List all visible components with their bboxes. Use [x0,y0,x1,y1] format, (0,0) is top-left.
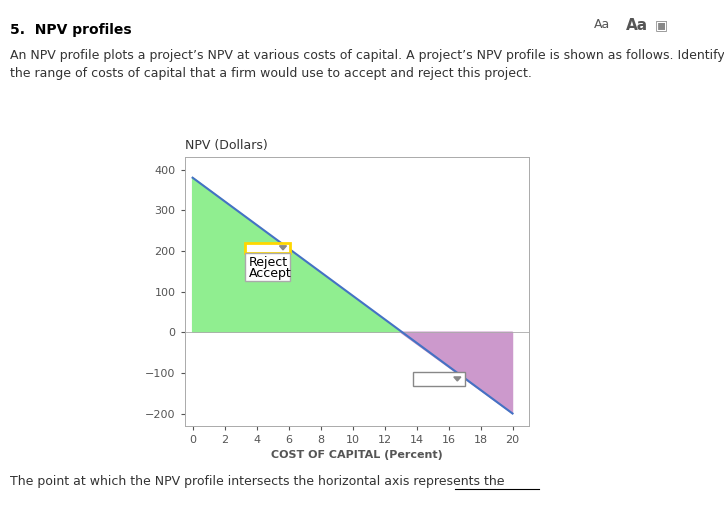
FancyBboxPatch shape [413,372,465,386]
X-axis label: COST OF CAPITAL (Percent): COST OF CAPITAL (Percent) [271,450,442,460]
FancyBboxPatch shape [245,253,290,281]
Polygon shape [279,246,287,250]
Text: ▣: ▣ [655,18,668,32]
Text: Reject: Reject [248,255,287,268]
Text: NPV (Dollars): NPV (Dollars) [185,139,267,152]
FancyBboxPatch shape [245,243,290,253]
Polygon shape [454,377,461,381]
Text: The point at which the NPV profile intersects the horizontal axis represents the: The point at which the NPV profile inter… [10,475,505,488]
Polygon shape [193,178,400,332]
Text: .: . [456,475,500,488]
Text: Aa: Aa [594,18,610,31]
Polygon shape [400,332,513,413]
Text: An NPV profile plots a project’s NPV at various costs of capital. A project’s NP: An NPV profile plots a project’s NPV at … [10,49,724,80]
Text: Aa: Aa [626,18,649,33]
Text: Accept: Accept [248,267,291,280]
Text: 5.  NPV profiles: 5. NPV profiles [10,23,132,37]
